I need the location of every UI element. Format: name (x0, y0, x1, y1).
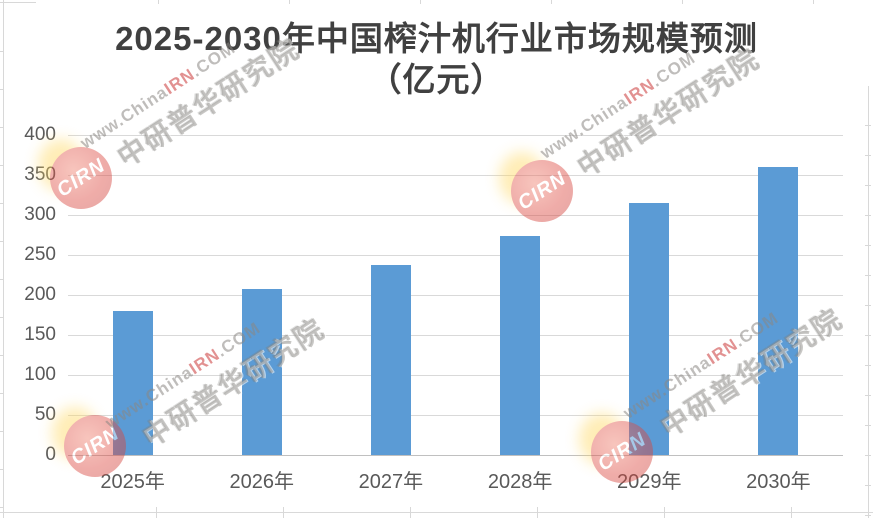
bar-2027年 (370, 264, 411, 455)
chart-title-line1: 2025-2030年中国榨汁机行业市场规模预测 (115, 20, 758, 57)
bar-2030年 (758, 167, 799, 455)
bar-2028年 (500, 235, 541, 455)
x-axis-label: 2029年 (616, 471, 682, 493)
gridline (68, 335, 843, 336)
gridline (68, 415, 843, 416)
plot-area (68, 135, 843, 456)
gridline (68, 215, 843, 216)
sheet-top-column-ticks (0, 0, 873, 4)
y-axis-label: 0 (45, 444, 56, 465)
bar-2026年 (241, 289, 282, 455)
y-axis-label: 100 (24, 364, 56, 385)
y-axis-label: 50 (34, 404, 56, 425)
bar-2025年 (112, 311, 153, 455)
sheet-left-row-ticks (0, 14, 4, 518)
x-axis-label: 2030年 (746, 471, 811, 493)
y-axis-label: 150 (24, 324, 56, 345)
x-axis-label: 2028年 (487, 471, 553, 493)
gridline (68, 375, 843, 376)
x-axis-label: 2027年 (358, 471, 424, 493)
sheet-right-row-ticks (865, 96, 871, 518)
gridline (68, 255, 843, 256)
y-axis-label: 250 (24, 244, 56, 265)
y-axis-label: 400 (24, 124, 56, 145)
chart-title: 2025-2030年中国榨汁机行业市场规模预测 （亿元） (0, 18, 873, 100)
gridline (68, 295, 843, 296)
y-axis-label: 200 (24, 284, 56, 305)
y-axis-label: 350 (24, 164, 56, 185)
y-axis-label: 300 (24, 204, 56, 225)
x-axis-label: 2026年 (229, 471, 294, 493)
chart-title-line2: （亿元） (368, 61, 505, 98)
gridline (68, 175, 843, 176)
bar-2029年 (629, 203, 670, 455)
gridline (68, 135, 843, 136)
x-axis-label: 2025年 (100, 471, 165, 493)
sheet-bottom-column-ticks (0, 507, 873, 518)
